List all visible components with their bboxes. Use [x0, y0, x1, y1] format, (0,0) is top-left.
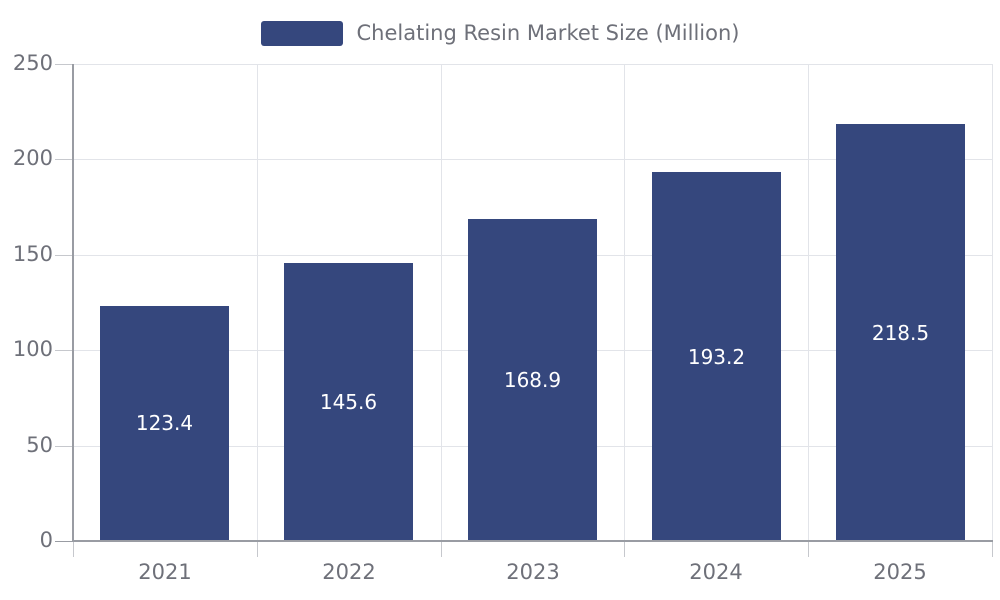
bar-2022[interactable] — [284, 263, 413, 541]
x-axis-tick-label: 2022 — [322, 560, 376, 584]
x-axis-tick — [624, 541, 625, 557]
x-axis-tick-label: 2024 — [689, 560, 743, 584]
y-axis-tick-label: 200 — [12, 146, 53, 170]
gridline-vertical — [624, 64, 625, 541]
y-axis-tick — [55, 255, 73, 256]
x-axis-tick-label: 2025 — [873, 560, 927, 584]
y-axis-tick-label: 150 — [12, 242, 53, 266]
y-axis-line — [72, 64, 74, 542]
x-axis-tick — [808, 541, 809, 557]
y-axis-tick — [55, 350, 73, 351]
y-axis-tick — [55, 159, 73, 160]
y-axis-tick-label: 250 — [12, 51, 53, 75]
y-axis-tick-label: 0 — [39, 528, 53, 552]
legend-label: Chelating Resin Market Size (Million) — [356, 21, 740, 45]
gridline-vertical — [441, 64, 442, 541]
y-axis-tick — [55, 64, 73, 65]
gridline-horizontal — [73, 159, 992, 160]
x-axis-line — [72, 540, 993, 542]
y-axis-tick — [55, 541, 73, 542]
x-axis-tick — [257, 541, 258, 557]
x-axis-tick — [992, 541, 993, 557]
y-axis-tick — [55, 446, 73, 447]
gridline-vertical — [808, 64, 809, 541]
legend-item[interactable]: Chelating Resin Market Size (Million) — [0, 14, 1000, 52]
bar-value-label: 218.5 — [871, 321, 930, 345]
bar-value-label: 193.2 — [687, 345, 746, 369]
x-axis-tick — [441, 541, 442, 557]
bar-2024[interactable] — [652, 172, 781, 541]
x-axis-tick-label: 2023 — [506, 560, 560, 584]
gridline-vertical — [992, 64, 993, 541]
bar-value-label: 168.9 — [503, 368, 562, 392]
bar-2021[interactable] — [100, 306, 229, 541]
x-axis-tick — [73, 541, 74, 557]
legend-swatch — [260, 20, 343, 46]
bar-value-label: 145.6 — [319, 390, 378, 414]
gridline-vertical — [257, 64, 258, 541]
bar-2023[interactable] — [468, 219, 597, 541]
y-axis-tick-label: 100 — [12, 337, 53, 361]
bar-2025[interactable] — [836, 124, 965, 541]
x-axis-tick-label: 2021 — [138, 560, 192, 584]
y-axis-tick-label: 50 — [26, 433, 53, 457]
bar-value-label: 123.4 — [135, 411, 194, 435]
gridline-horizontal — [73, 64, 992, 65]
